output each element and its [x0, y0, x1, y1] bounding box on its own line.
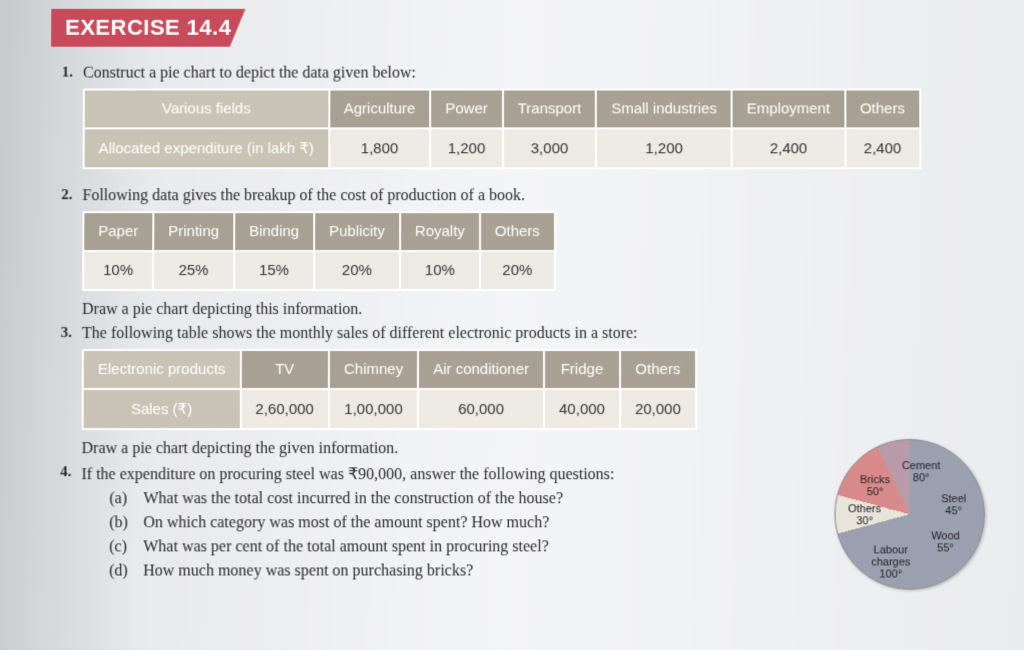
sub-label: (c): [109, 538, 135, 556]
col-header: Electronic products: [83, 350, 241, 389]
col-header: Chimney: [329, 350, 418, 389]
col-header: Binding: [234, 212, 314, 251]
col-header: Printing: [153, 212, 234, 251]
cell: 25%: [153, 251, 234, 290]
sub-text: How much money was spent on purchasing b…: [143, 562, 473, 580]
cell: 10%: [83, 251, 153, 290]
col-header: Power: [430, 90, 502, 129]
sub-text: What was the total cost incurred in the …: [143, 490, 563, 508]
cell: 10%: [400, 251, 480, 290]
question-3: 3. The following table shows the monthly…: [50, 325, 994, 343]
cell: 20%: [314, 251, 400, 290]
sub-label: (d): [109, 562, 135, 580]
col-header: Transport: [503, 90, 596, 129]
cell: 1,00,000: [329, 389, 418, 429]
table-row: Sales (₹) 2,60,000 1,00,000 60,000 40,00…: [83, 389, 696, 429]
q2-after: Draw a pie chart depicting this informat…: [82, 301, 994, 319]
pie-slice-label: Others30°: [837, 503, 893, 527]
col-header: Various fields: [84, 90, 329, 129]
col-header: Small industries: [596, 90, 732, 129]
cell: 2,400: [732, 128, 845, 168]
cell: 40,000: [544, 389, 620, 429]
table-row: Electronic products TV Chimney Air condi…: [83, 350, 696, 389]
col-header: Others: [620, 350, 696, 389]
exercise-tag: EXERCISE 14.4: [51, 9, 245, 47]
col-header: Royalty: [400, 212, 480, 251]
sub-text: On which category was most of the amount…: [143, 514, 549, 532]
q2-table: Paper Printing Binding Publicity Royalty…: [82, 211, 556, 291]
cell: 2,60,000: [240, 389, 329, 429]
cell: 15%: [234, 251, 314, 290]
table-row: 10% 25% 15% 20% 10% 20%: [83, 251, 555, 290]
cell: 20%: [480, 251, 555, 290]
q4-pie-chart: Labour charges100°Others30°Bricks50°Ceme…: [834, 439, 985, 589]
pie-slice-label: Cement80°: [893, 460, 949, 484]
q1-table: Various fields Agriculture Power Transpo…: [83, 89, 922, 170]
col-header: Air conditioner: [418, 350, 544, 389]
sub-label: (b): [109, 514, 135, 532]
row-header: Sales (₹): [83, 389, 241, 429]
question-2: 2. Following data gives the breakup of t…: [50, 187, 993, 205]
q3-table: Electronic products TV Chimney Air condi…: [82, 349, 697, 430]
table-row: Paper Printing Binding Publicity Royalty…: [83, 212, 555, 251]
q3-text: The following table shows the monthly sa…: [82, 325, 994, 343]
col-header: Publicity: [314, 212, 400, 251]
cell: 20,000: [620, 389, 696, 429]
q3-number: 3.: [50, 325, 72, 343]
cell: 1,200: [430, 128, 502, 168]
q1-number: 1.: [51, 65, 73, 83]
pie-slice-label: Labour charges100°: [863, 544, 919, 580]
q2-number: 2.: [50, 187, 72, 205]
col-header: Employment: [732, 90, 845, 129]
col-header: Fridge: [544, 350, 620, 389]
q4-number: 4.: [49, 464, 71, 484]
col-header: TV: [240, 350, 329, 389]
sub-label: (a): [109, 490, 135, 508]
table-row: Allocated expenditure (in lakh ₹) 1,800 …: [84, 128, 920, 168]
cell: 2,400: [845, 128, 920, 168]
cell: 1,800: [329, 128, 431, 168]
table-row: Various fields Agriculture Power Transpo…: [84, 90, 920, 129]
col-header: Others: [480, 212, 555, 251]
q1-text: Construct a pie chart to depict the data…: [83, 65, 993, 83]
col-header: Paper: [83, 212, 153, 251]
col-header: Agriculture: [329, 90, 431, 129]
cell: 1,200: [596, 128, 732, 168]
row-header: Allocated expenditure (in lakh ₹): [84, 128, 329, 168]
cell: 60,000: [418, 389, 544, 429]
pie-slice-label: Steel45°: [926, 493, 982, 517]
q2-text: Following data gives the breakup of the …: [82, 187, 993, 205]
cell: 3,000: [503, 128, 597, 168]
question-1: 1. Construct a pie chart to depict the d…: [51, 65, 993, 83]
sub-text: What was per cent of the total amount sp…: [143, 538, 549, 556]
col-header: Others: [845, 90, 920, 129]
pie-slice-label: Wood55°: [917, 531, 973, 555]
